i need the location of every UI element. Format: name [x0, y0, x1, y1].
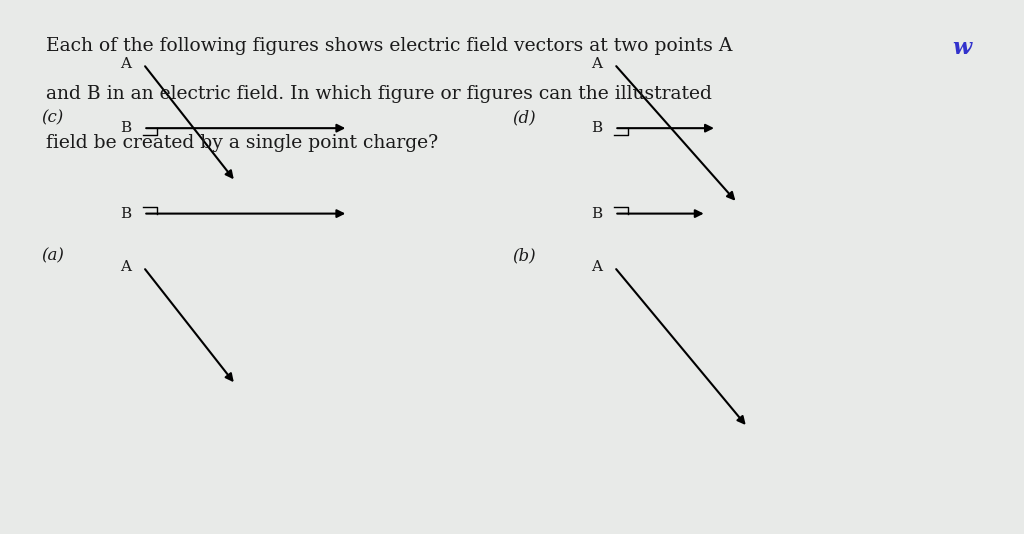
- Text: (c): (c): [41, 109, 63, 126]
- Text: B: B: [591, 207, 602, 221]
- Text: Each of the following figures shows electric field vectors at two points A: Each of the following figures shows elec…: [46, 37, 732, 56]
- Text: field be created by a single point charge?: field be created by a single point charg…: [46, 134, 438, 152]
- Text: (a): (a): [41, 248, 63, 265]
- Text: A: A: [591, 260, 602, 274]
- Text: B: B: [120, 121, 131, 135]
- Text: A: A: [591, 57, 602, 71]
- Text: B: B: [120, 207, 131, 221]
- Text: A: A: [120, 57, 131, 71]
- Text: (d): (d): [512, 109, 536, 126]
- Text: (b): (b): [512, 248, 536, 265]
- Text: A: A: [120, 260, 131, 274]
- Text: and B in an electric field. In which figure or figures can the illustrated: and B in an electric field. In which fig…: [46, 85, 712, 104]
- Text: B: B: [591, 121, 602, 135]
- Text: w: w: [952, 37, 972, 59]
